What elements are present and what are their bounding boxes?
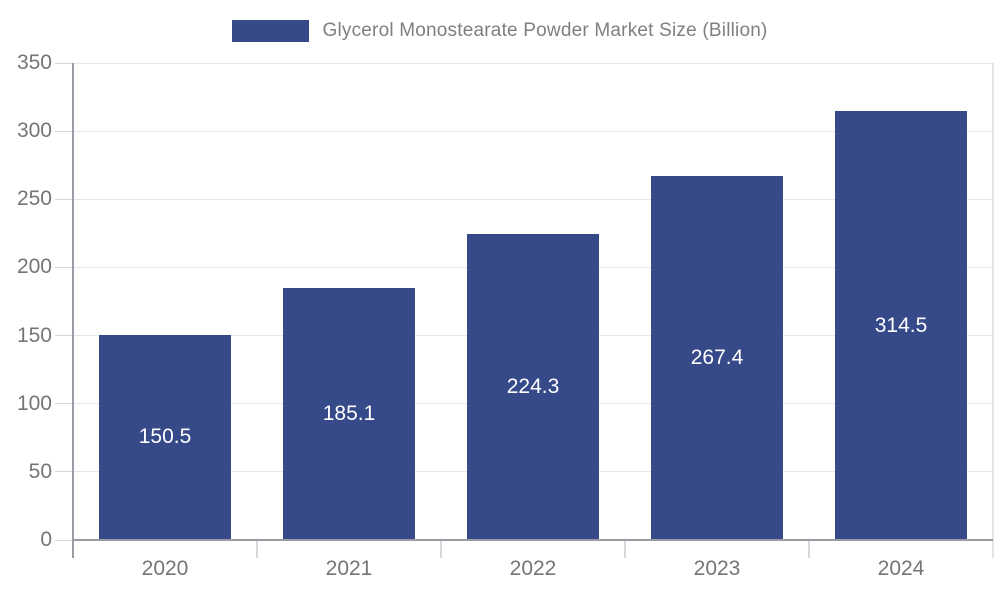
- y-tick-mark: [55, 62, 73, 64]
- y-tick-label: 350: [16, 51, 52, 74]
- y-tick-label: 200: [16, 255, 52, 279]
- x-tick-label: 2021: [325, 557, 373, 580]
- y-tick-mark: [55, 198, 73, 200]
- bar-value-label: 150.5: [138, 425, 192, 449]
- y-tick-mark: [55, 403, 73, 405]
- x-tick-mark: [440, 540, 442, 558]
- bar-value-label: 185.1: [322, 401, 376, 425]
- bar: [99, 334, 231, 540]
- x-tick-mark: [256, 540, 258, 558]
- legend-label: Glycerol Monostearate Powder Market Size…: [322, 20, 768, 41]
- gridline: [73, 198, 993, 200]
- y-tick-mark: [55, 335, 73, 337]
- bar-value-label: 267.4: [690, 345, 744, 369]
- x-tick-mark: [808, 540, 810, 558]
- gridline: [73, 130, 993, 132]
- y-tick-label: 50: [28, 459, 52, 483]
- y-tick-mark: [55, 266, 73, 268]
- gridline: [73, 62, 993, 64]
- x-tick-label: 2024: [877, 557, 925, 580]
- bar-value-label: 224.3: [506, 375, 560, 399]
- y-tick-label: 150: [16, 323, 52, 347]
- plot-right-border: [992, 63, 994, 558]
- y-tick-mark: [55, 539, 73, 541]
- y-tick-label: 100: [16, 391, 52, 415]
- y-tick-label: 300: [16, 119, 52, 143]
- bar: [283, 287, 415, 540]
- y-tick-mark: [55, 471, 73, 473]
- x-tick-label: 2020: [141, 557, 189, 580]
- bar: [835, 111, 967, 540]
- y-tick-label: 250: [16, 187, 52, 211]
- legend-swatch: [232, 20, 310, 42]
- x-tick-mark: [624, 540, 626, 558]
- bar-value-label: 314.5: [874, 313, 928, 337]
- x-tick-label: 2022: [509, 557, 557, 580]
- bar: [651, 175, 783, 540]
- bar: [467, 234, 599, 540]
- legend: Glycerol Monostearate Powder Market Size…: [0, 12, 1000, 50]
- y-tick-mark: [55, 130, 73, 132]
- y-tick-label: 0: [40, 528, 52, 551]
- x-tick-label: 2023: [693, 557, 741, 580]
- y-axis-line: [72, 63, 74, 558]
- x-axis-line: [72, 539, 993, 541]
